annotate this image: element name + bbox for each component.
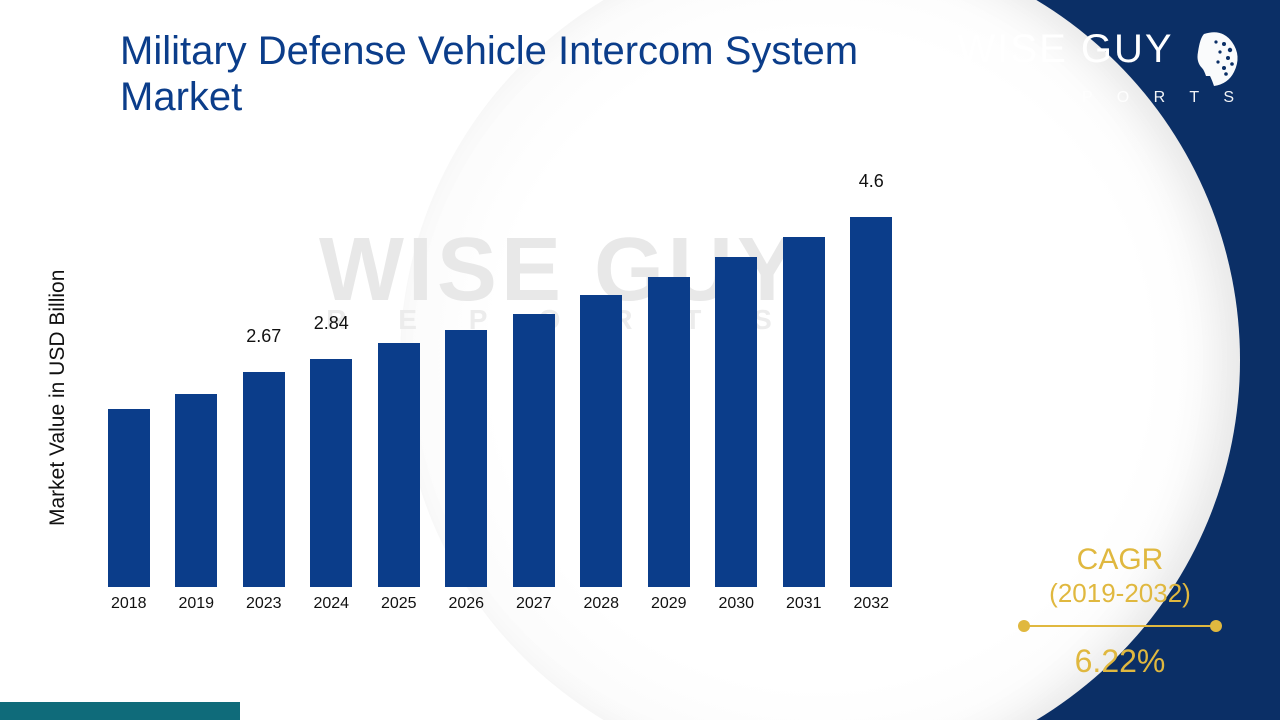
brand-head-icon (1184, 28, 1244, 88)
bar (445, 330, 487, 587)
bar (310, 359, 352, 587)
x-tick-label: 2019 (178, 595, 214, 613)
x-tick-label: 2027 (516, 595, 552, 613)
bar-chart: 2018 2019 2023 2.67 2024 2.84 2025 2026 2027 2028… (75, 185, 905, 615)
bar-value-label: 4.6 (859, 171, 884, 192)
bar-value-label: 2.84 (314, 313, 349, 334)
cagr-divider (1020, 625, 1220, 627)
cagr-range: (2019-2032) (960, 578, 1280, 609)
bar (715, 257, 757, 587)
x-tick-label: 2031 (786, 595, 822, 613)
bottom-accent-bar (0, 702, 240, 720)
brand-line1: WISE GUY (958, 27, 1174, 71)
x-tick-label: 2029 (651, 595, 687, 613)
bar (513, 314, 555, 587)
bar-value-label: 2.67 (246, 326, 281, 347)
bar (648, 277, 690, 587)
bar (580, 295, 622, 587)
brand-line2: R E P O R T S (958, 90, 1244, 106)
cagr-value: 6.22% (960, 643, 1280, 680)
x-tick-label: 2023 (246, 595, 282, 613)
x-tick-label: 2024 (313, 595, 349, 613)
cagr-label: CAGR (960, 542, 1280, 578)
bar (850, 217, 892, 587)
y-axis-label: Market Value in USD Billion (46, 270, 70, 526)
x-tick-label: 2028 (583, 595, 619, 613)
bar (108, 409, 150, 587)
x-tick-label: 2032 (853, 595, 889, 613)
infographic-stage: WISE GUY R E P O R T S WISE GUY R E P O … (0, 0, 1280, 720)
brand-logo: WISE GUY R E P O R T S (958, 28, 1244, 106)
bar (175, 394, 217, 587)
cagr-block: CAGR (2019-2032) 6.22% (960, 542, 1280, 680)
bar (378, 343, 420, 587)
x-tick-label: 2025 (381, 595, 417, 613)
x-tick-label: 2026 (448, 595, 484, 613)
plot-area: 2018201920232.6720242.842025202620272028… (95, 185, 905, 587)
chart-title: Military Defense Vehicle Intercom System… (120, 28, 880, 120)
x-tick-label: 2030 (718, 595, 754, 613)
bar (243, 372, 285, 587)
x-tick-label: 2018 (111, 595, 147, 613)
bar (783, 237, 825, 587)
